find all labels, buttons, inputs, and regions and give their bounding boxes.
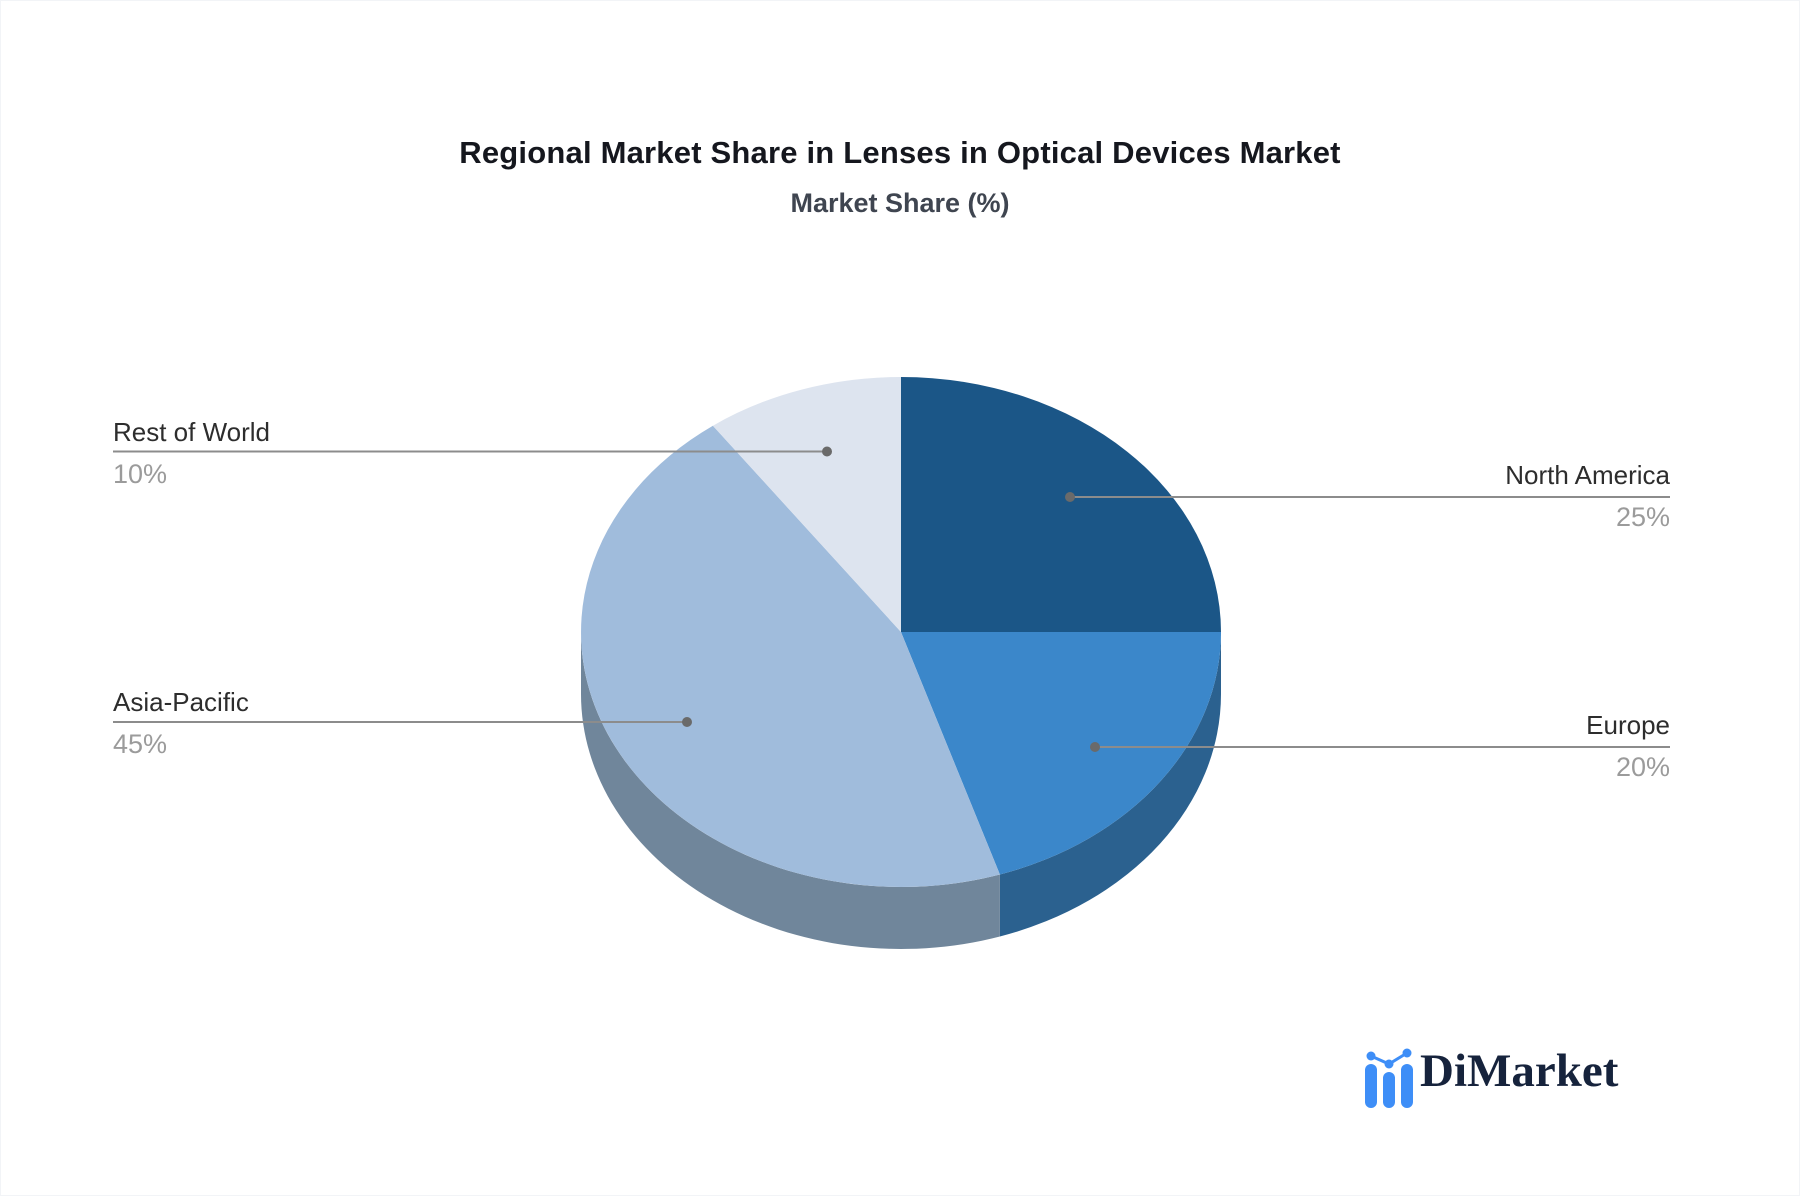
callout-europe: Europe 20%: [1586, 711, 1670, 781]
slice-label: North America: [1505, 460, 1670, 490]
callout-dot-asia-pacific: [682, 717, 692, 727]
slice-percent: 20%: [1615, 752, 1670, 782]
callout-dot-europe: [1090, 742, 1100, 752]
bar-line-chart-icon: [1365, 1048, 1413, 1108]
slice-label: Europe: [1586, 710, 1670, 740]
callout-dot-north-america: [1065, 492, 1075, 502]
logo-text: DiMarket: [1420, 1045, 1619, 1097]
callout-asia-pacific: Asia-Pacific 45%: [113, 688, 249, 758]
chart-subtitle: Market Share (%): [790, 188, 1010, 218]
pie-slice-side-europe: [999, 632, 1221, 937]
chart-title: Regional Market Share in Lenses in Optic…: [459, 135, 1341, 170]
callout-dot-rest-of-world: [822, 446, 832, 457]
callout-rest-of-world: Rest of World 10%: [113, 418, 270, 488]
pie-slice-europe: [901, 632, 1221, 875]
slice-percent: 10%: [113, 459, 168, 489]
pie-slice-rest-of-world: [712, 377, 901, 632]
pie-slice-asia-pacific: [581, 425, 1000, 887]
slice-percent: 45%: [113, 729, 168, 759]
slice-percent: 25%: [1615, 502, 1670, 532]
slice-label: Rest of World: [113, 417, 271, 447]
pie-slice-side-asia-pacific: [581, 632, 1000, 949]
pie-slice-north-america: [901, 377, 1221, 632]
callout-north-america: North America 25%: [1505, 461, 1670, 531]
slice-label: Asia-Pacific: [113, 687, 249, 717]
